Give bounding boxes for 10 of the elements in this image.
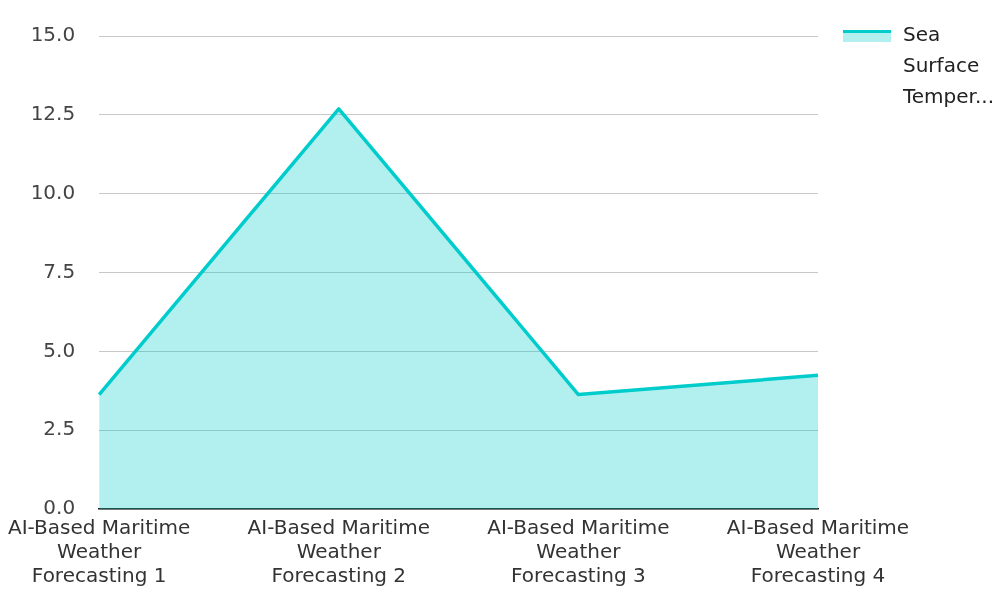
y-tick-label: 12.5 <box>30 101 76 126</box>
y-tick-label: 7.5 <box>43 258 76 283</box>
y-tick-label: 2.5 <box>43 416 76 441</box>
y-tick-label: 15.0 <box>30 22 76 47</box>
y-tick-label: 10.0 <box>30 179 76 204</box>
y-tick-label: 5.0 <box>43 337 76 362</box>
x-tick-label: AI-Based Maritime Weather Forecasting 3 <box>487 515 670 588</box>
legend-label: Sea Surface Temper... <box>903 21 996 110</box>
x-tick-label: AI-Based Maritime Weather Forecasting 4 <box>726 515 910 588</box>
x-tick-label: AI-Based Maritime Weather Forecasting 2 <box>247 515 430 588</box>
